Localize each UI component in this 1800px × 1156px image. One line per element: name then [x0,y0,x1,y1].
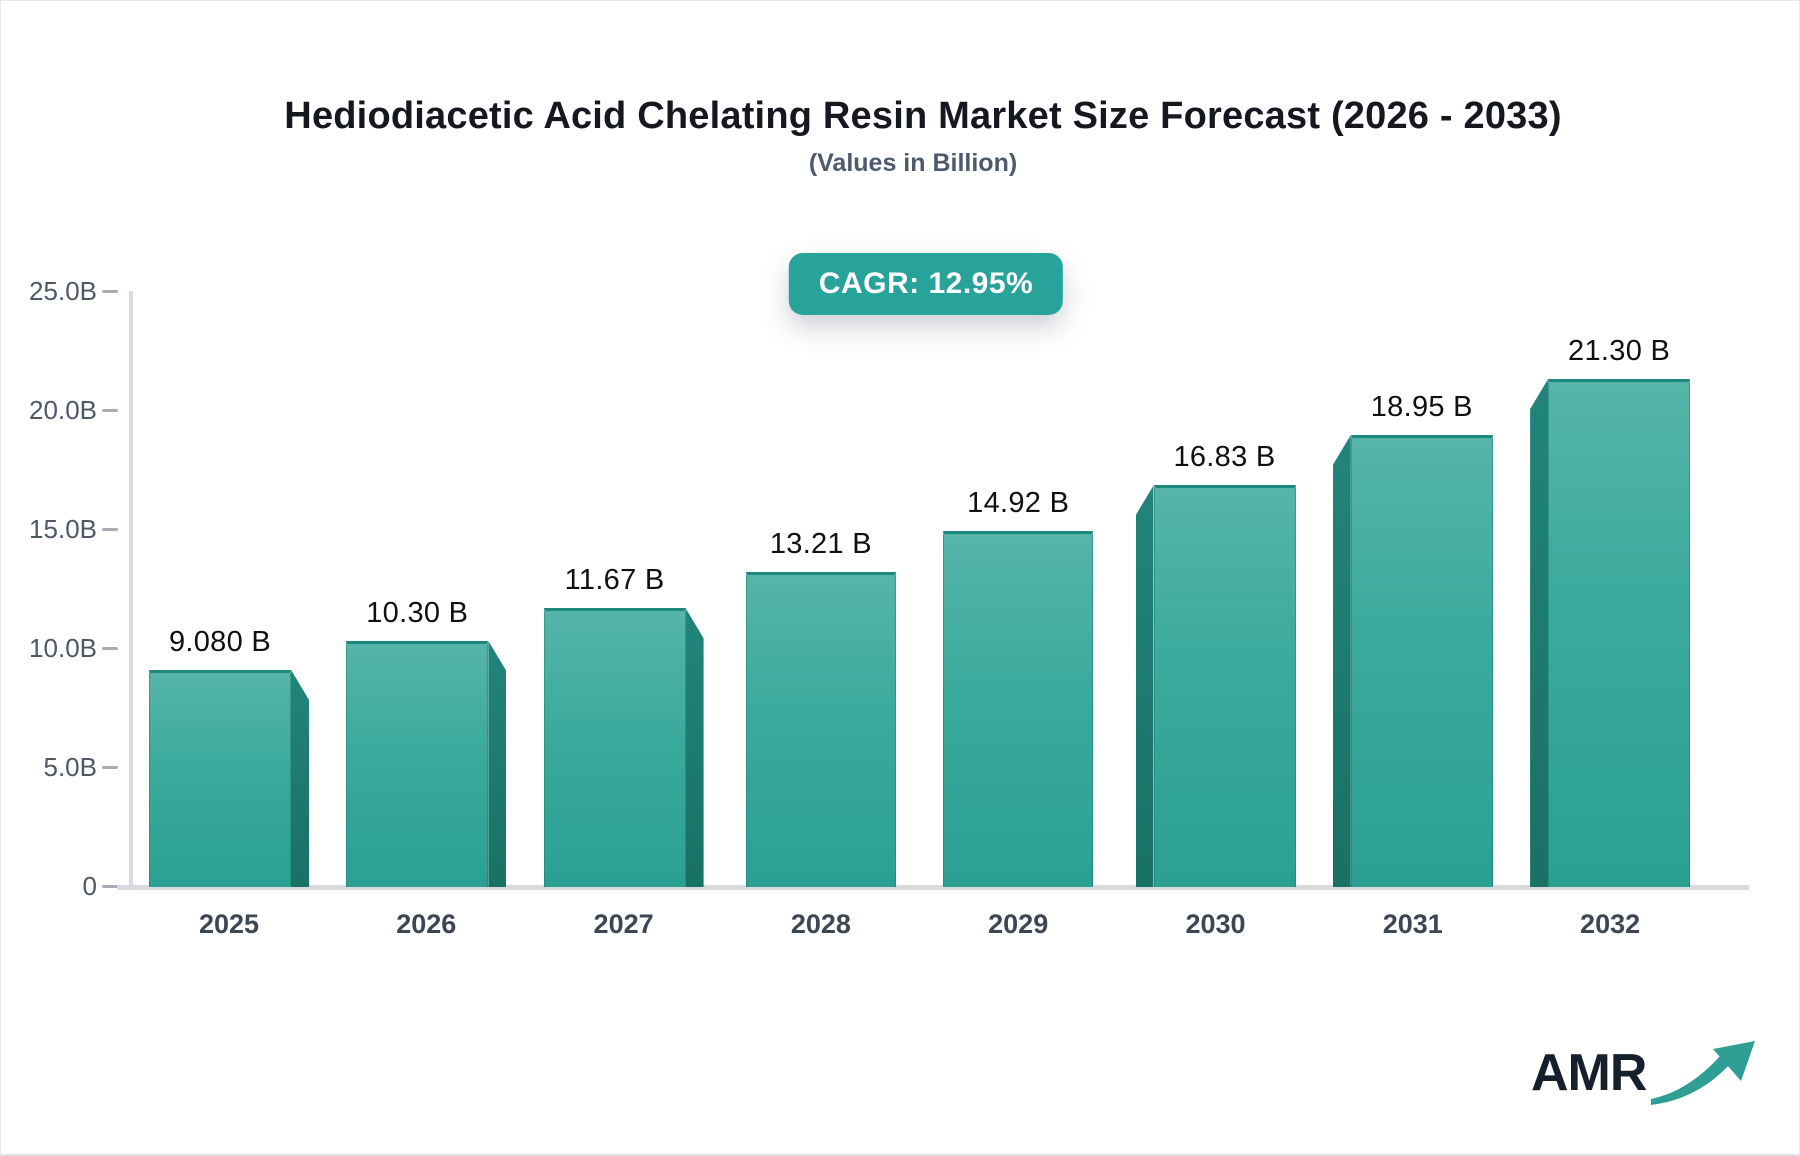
bar-value-label: 14.92 B [967,486,1070,519]
y-axis-tick-label: 10.0B [29,633,97,663]
y-axis-tick-mark [102,885,118,888]
bar-2026 [346,640,489,887]
bar-3d-side [488,640,507,887]
x-axis-tick-label: 2029 [988,909,1049,939]
bar-2028 [745,571,896,887]
y-axis-tick-mark [102,647,118,650]
bar-2032 [1548,379,1691,887]
bar-2029 [943,530,1094,887]
chart-subtitle: (Values in Billion) [808,149,1018,177]
y-axis-tick-mark [102,528,118,531]
cagr-badge: CAGR: 12.95% [788,253,1064,315]
y-axis-tick-label: 5.0B [43,752,98,782]
bar-2027 [543,608,686,887]
bar-value-label: 16.83 B [1173,441,1276,474]
chart-title: Hediodiacetic Acid Chelating Resin Marke… [284,95,1562,137]
bar-value-label: 10.30 B [366,596,469,629]
x-axis-tick-label: 2025 [198,909,260,939]
x-axis-tick-label: 2028 [790,909,851,939]
bar-value-label: 9.080 B [168,625,272,658]
x-axis-tick-label: 2031 [1382,909,1443,939]
x-axis-tick-label: 2032 [1580,909,1641,939]
y-axis-line [129,291,133,888]
x-axis-tick-label: 2026 [396,909,457,939]
bar-3d-side [291,669,309,887]
amr-logo-text: AMR [1531,1044,1647,1102]
bar-3d-side [685,608,704,887]
y-axis-tick-label: 15.0B [29,514,97,544]
y-axis-tick-mark [102,766,118,769]
y-axis-tick-label: 20.0B [29,395,97,425]
x-axis-tick-label: 2030 [1185,909,1246,939]
bar-2025 [149,669,291,887]
bar-2031 [1350,434,1493,887]
x-axis-tick-label: 2027 [593,909,654,939]
x-axis-line [117,885,1749,890]
bar-value-label: 18.95 B [1370,390,1473,423]
bar-value-label: 11.67 B [564,564,665,597]
bar-3d-side [1530,379,1549,887]
y-axis-tick-label: 0 [82,871,97,901]
y-axis-tick-mark [102,409,118,412]
growth-arrow-icon [1651,1041,1755,1105]
bar-3d-side [1135,485,1154,887]
y-axis-tick-label: 25.0B [29,276,97,306]
y-axis-tick-mark [102,290,118,293]
bar-value-label: 21.30 B [1568,335,1671,368]
bar-value-label: 13.21 B [769,527,872,560]
bar-3d-side [1332,434,1351,887]
bar-2030 [1153,485,1296,887]
amr-logo: AMR [1523,1031,1755,1121]
